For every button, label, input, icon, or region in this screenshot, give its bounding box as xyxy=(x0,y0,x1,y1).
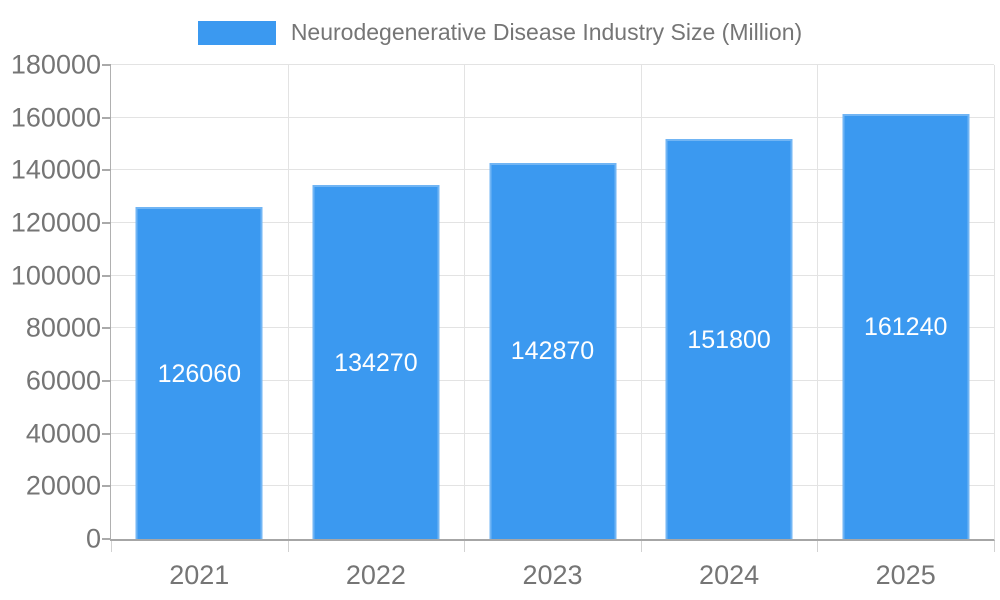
bar-value-label: 151800 xyxy=(687,325,771,354)
y-axis-tick xyxy=(102,169,111,172)
y-axis-label: 60000 xyxy=(25,365,101,396)
y-axis-tick xyxy=(102,538,111,540)
y-axis-tick xyxy=(102,274,111,277)
y-axis-tick xyxy=(102,432,111,435)
x-axis-tick xyxy=(287,541,289,552)
x-gridline xyxy=(817,65,819,539)
legend-label: Neurodegenerative Disease Industry Size … xyxy=(290,19,803,45)
y-axis-tick xyxy=(102,116,111,119)
bar-2024[interactable]: 151800 xyxy=(665,139,793,539)
x-axis-tick xyxy=(464,541,466,552)
y-axis-label: 0 xyxy=(85,523,101,554)
x-axis-label-2022: 2022 xyxy=(345,560,406,590)
chart-legend[interactable]: Neurodegenerative Disease Industry Size … xyxy=(0,19,1000,46)
y-gridline xyxy=(111,64,994,65)
y-axis-label: 140000 xyxy=(10,154,101,185)
x-axis-tick xyxy=(640,541,642,552)
x-axis-tick xyxy=(817,541,819,552)
x-gridline xyxy=(640,65,642,539)
bar-value-label: 134270 xyxy=(334,348,418,377)
y-axis-label: 100000 xyxy=(10,260,101,291)
x-axis-label-2025: 2025 xyxy=(875,560,936,590)
bar-2022[interactable]: 134270 xyxy=(312,185,440,539)
y-axis-label: 40000 xyxy=(25,418,101,449)
bar-2023[interactable]: 142870 xyxy=(489,162,616,539)
y-axis-label: 120000 xyxy=(10,207,101,238)
x-axis-label-2023: 2023 xyxy=(522,560,583,590)
y-axis-label: 20000 xyxy=(25,470,101,501)
x-gridline xyxy=(464,65,466,539)
x-gridline xyxy=(287,65,289,539)
bar-value-label: 142870 xyxy=(510,337,595,366)
y-axis-tick xyxy=(102,485,111,488)
y-axis-tick xyxy=(102,221,111,224)
y-axis-tick xyxy=(102,64,111,66)
bar-value-label: 161240 xyxy=(863,313,948,342)
x-axis-label-2024: 2024 xyxy=(699,560,760,590)
y-axis-tick xyxy=(102,379,111,382)
bar-2021[interactable]: 126060 xyxy=(135,207,263,539)
plot-area: 0 20000 40000 60000 80000 100000 120000 140000 1… xyxy=(11,51,995,589)
y-axis-label: 160000 xyxy=(10,102,101,133)
bar-2025[interactable]: 161240 xyxy=(842,114,970,539)
x-axis-tick xyxy=(994,541,995,552)
bar-value-label: 126060 xyxy=(157,359,242,388)
y-axis-tick xyxy=(102,327,111,330)
x-axis-label-2021: 2021 xyxy=(169,560,230,590)
y-axis-label: 180000 xyxy=(10,49,101,80)
y-axis-label: 80000 xyxy=(25,312,101,343)
legend-swatch-icon xyxy=(197,20,276,45)
y-gridline xyxy=(111,116,994,118)
x-axis-tick xyxy=(111,541,112,552)
